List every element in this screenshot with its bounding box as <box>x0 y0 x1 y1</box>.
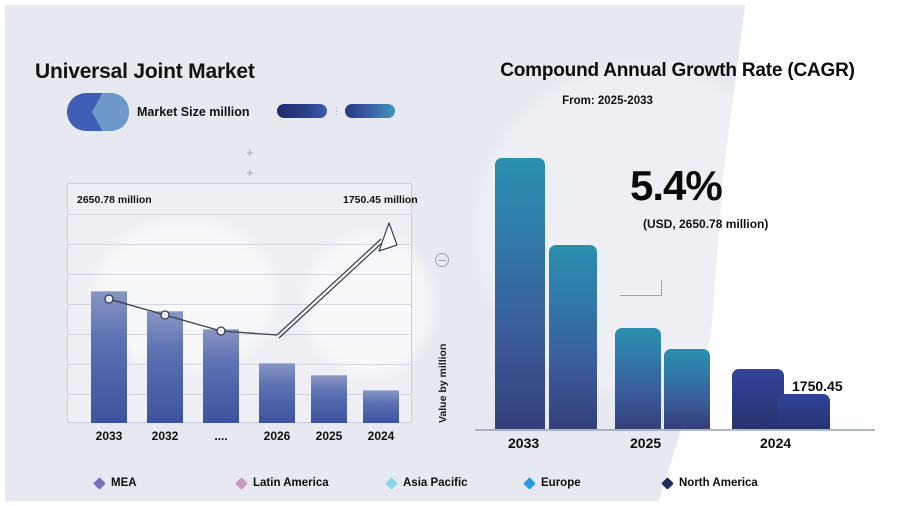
legend-item-north-america[interactable]: North America <box>661 476 758 490</box>
cagr-value: 5.4% <box>630 162 723 209</box>
legend-marker-mea <box>93 476 106 490</box>
cagr-chart-baseline <box>475 429 875 431</box>
cagr-bar-2033-primary <box>495 158 545 429</box>
bar-2026 <box>259 363 295 423</box>
cagr-title: Compound Annual Growth Rate (CAGR) <box>500 60 855 81</box>
annotation-end-value: 1750.45 million <box>343 194 418 206</box>
background-right-strip <box>835 5 895 501</box>
legend-item-europe[interactable]: Europe <box>523 476 581 490</box>
bar-2025 <box>311 375 347 423</box>
left-chart-bars <box>67 183 412 423</box>
right-axis-title: Value by million <box>437 343 449 423</box>
bar-2032 <box>147 311 183 423</box>
cagr-bar-2033-secondary <box>549 245 597 429</box>
plus-decoration-icon-2: + <box>246 165 254 180</box>
cagr-bar-value-label: 1750.45 <box>792 378 843 394</box>
xlabel-dots: .... <box>214 429 228 443</box>
legend-pill-secondary <box>345 104 395 118</box>
axis-tick-decoration <box>620 280 662 296</box>
legend-marker-latin-america <box>235 476 248 490</box>
growth-arrow-icon <box>276 222 398 339</box>
cagr-bar-2025-primary <box>615 328 661 429</box>
cagr-xlabel-2033: 2033 <box>508 435 540 451</box>
market-size-panel: Universal Joint Market Market Size milli… <box>5 5 460 501</box>
cagr-panel: Compound Annual Growth Rate (CAGR) From:… <box>460 5 895 501</box>
xlabel-2024: 2024 <box>367 429 395 443</box>
legend-marker-europe <box>523 476 536 490</box>
cagr-bar-2024-primary <box>732 369 784 429</box>
legend-label-latin-america: Latin America <box>253 477 329 489</box>
annotation-start-value: 2650.78 million <box>77 194 152 206</box>
minus-circle-icon <box>435 253 449 267</box>
brand-logo-row: Market Size million <box>67 93 250 131</box>
xlabel-2025: 2025 <box>315 429 343 443</box>
left-chart-x-axis: 2033 2032 .... 2026 2025 2024 <box>67 429 412 449</box>
legend-label-north-america: North America <box>679 477 758 489</box>
legend-marker-north-america <box>661 476 674 490</box>
xlabel-2033: 2033 <box>95 429 123 443</box>
legend-pill-group: ⋮ <box>277 104 395 118</box>
legend-label-asia-pacific: Asia Pacific <box>403 477 468 489</box>
legend-marker-asia-pacific <box>385 476 398 490</box>
legend-pill-separator: ⋮ <box>332 105 341 116</box>
cagr-bar-2025-secondary <box>664 349 710 429</box>
legend-item-mea[interactable]: MEA <box>93 476 137 490</box>
brand-label: Market Size million <box>137 105 250 119</box>
bar-2024 <box>363 390 399 423</box>
cagr-note: (USD, 2650.78 million) <box>643 217 769 231</box>
xlabel-2032: 2032 <box>151 429 179 443</box>
xlabel-2026: 2026 <box>263 429 291 443</box>
legend-item-asia-pacific[interactable]: Asia Pacific <box>385 476 468 490</box>
cagr-subtitle: From: 2025-2033 <box>562 95 653 107</box>
cagr-xlabel-2025: 2025 <box>630 435 662 451</box>
trend-line-overlay <box>104 222 398 339</box>
cagr-xlabel-2024: 2024 <box>760 435 792 451</box>
brand-hexagon-icon <box>67 93 129 131</box>
cagr-chart-bars: 1750.45 2033 2025 2024 <box>460 5 895 475</box>
legend-label-europe: Europe <box>541 477 581 489</box>
cagr-bar-2024-secondary <box>778 394 830 429</box>
plus-decoration-icon-1: + <box>246 145 254 160</box>
legend-label-mea: MEA <box>111 477 137 489</box>
legend-pill-primary <box>277 104 327 118</box>
legend-item-latin-america[interactable]: Latin America <box>235 476 329 490</box>
bar-2033 <box>91 291 127 423</box>
left-axis-title: FUTURE MARKET REPORT <box>0 63 1 243</box>
page-title: Universal Joint Market <box>35 60 255 83</box>
